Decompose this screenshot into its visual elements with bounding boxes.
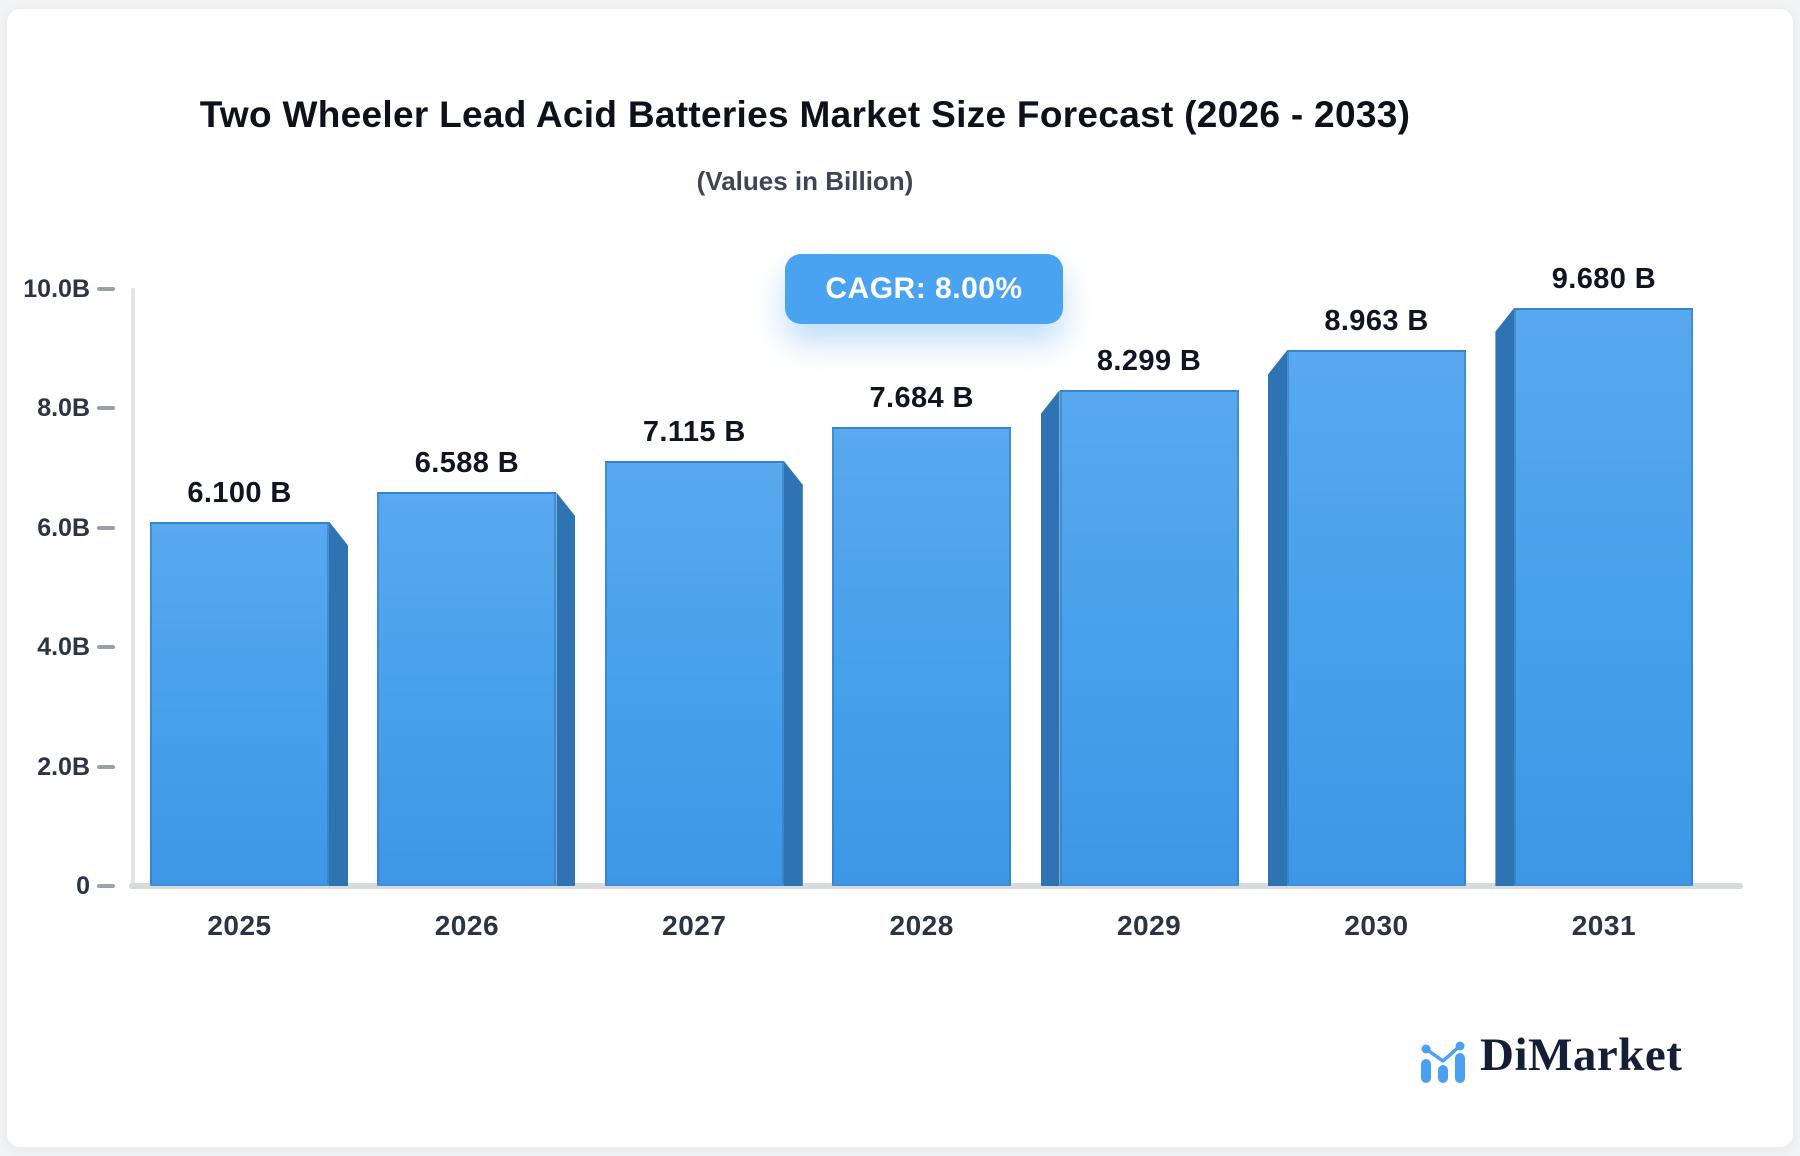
- x-axis-label: 2029: [1116, 910, 1182, 941]
- bar-face: [832, 426, 1012, 886]
- bar-side-face: [783, 460, 803, 886]
- y-axis-tick: [97, 764, 115, 769]
- bar-value-label: 8.963 B: [1324, 305, 1429, 338]
- chart-subtitle: (Values in Billion): [696, 166, 914, 196]
- y-axis-label: 0: [76, 872, 90, 900]
- x-axis-line: [129, 883, 1743, 889]
- y-axis-label: 2.0B: [37, 752, 90, 781]
- bar-value-label: 6.588 B: [414, 447, 520, 480]
- y-axis-label: 8.0B: [37, 394, 90, 422]
- x-axis-label: 2028: [889, 910, 954, 941]
- bar-side-face: [329, 521, 348, 886]
- bar-side-face: [556, 492, 576, 886]
- bar-face: [604, 460, 784, 886]
- brand-name: DiMarket: [1480, 1029, 1683, 1081]
- bar-value-label: 7.115 B: [642, 415, 746, 448]
- y-axis-label: 6.0B: [37, 513, 90, 542]
- x-axis-label: 2031: [1571, 910, 1637, 941]
- bar-face: [1287, 350, 1466, 886]
- bar-face: [1514, 307, 1694, 886]
- y-axis-label: 4.0B: [37, 633, 90, 661]
- bar-side-face: [1268, 350, 1287, 886]
- chart-title: Two Wheeler Lead Acid Batteries Market S…: [199, 94, 1411, 135]
- bar-value-label: 7.684 B: [869, 381, 974, 414]
- cagr-badge-label: CAGR: 8.00%: [825, 272, 1023, 305]
- bar-side-face: [1040, 390, 1060, 886]
- cagr-badge: CAGR: 8.00%: [785, 254, 1063, 324]
- y-axis-tick: [97, 286, 115, 291]
- x-axis-label: 2025: [207, 910, 272, 941]
- y-axis-tick: [97, 884, 115, 888]
- y-axis-tick: [97, 645, 115, 649]
- bar-face: [377, 492, 557, 886]
- brand-watermark: DiMarket: [1418, 1026, 1682, 1084]
- bar-value-label: 9.680 B: [1551, 262, 1657, 295]
- bar-value-label: 6.100 B: [187, 476, 292, 509]
- x-axis-label: 2026: [434, 910, 500, 941]
- bar-value-label: 8.299 B: [1096, 345, 1202, 378]
- y-axis-line: [131, 288, 135, 886]
- bar-chart-logo-icon: [1421, 1041, 1465, 1083]
- y-axis-tick: [97, 525, 115, 530]
- x-axis-label: 2027: [662, 910, 727, 941]
- y-axis-label: 10.0B: [23, 274, 90, 303]
- bar-face: [150, 521, 329, 886]
- bar-side-face: [1495, 307, 1515, 886]
- y-axis-tick: [97, 406, 115, 410]
- x-axis-label: 2030: [1344, 910, 1409, 941]
- bar-face: [1059, 390, 1239, 886]
